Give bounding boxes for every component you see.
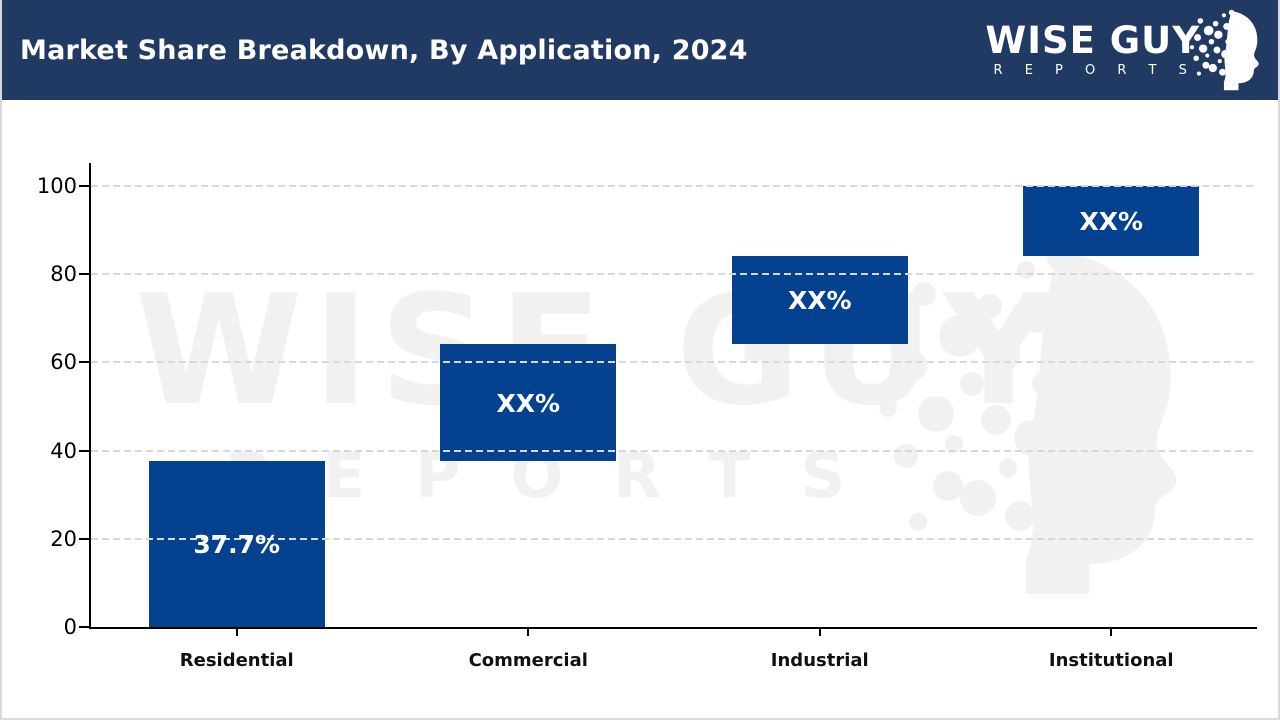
x-tick-mark [235,629,238,636]
gridline-40 [91,449,1257,452]
plot-area: 0 20 40 60 80 100 37.7% Residential XX% Commercia… [37,163,1257,671]
header-bar: Market Share Breakdown, By Application, … [0,0,1280,100]
y-tick-mark [79,361,89,364]
gridline-20 [91,537,1257,540]
gridline-100 [91,185,1257,187]
x-category-label: Residential [179,650,294,671]
bar-value-label: XX% [496,388,561,418]
chart-area: WISE GUY REPORTS 0 20 40 60 80 100 37.7% Reside… [0,100,1280,720]
y-tick-mark [79,185,89,187]
x-tick-mark [527,629,530,636]
gridline-80 [91,273,1257,276]
x-category-label: Industrial [770,650,869,671]
y-tick-label: 60 [50,350,77,375]
bar-value-label: XX% [787,286,852,316]
gridline-60 [91,361,1257,364]
y-tick-label: 100 [36,174,77,198]
brand-logo-text: WISE GUY R E P O R T S [985,22,1200,78]
bar-value-label: XX% [1079,207,1144,237]
y-tick-label: 20 [50,526,77,551]
brand-logo-line1: WISE GUY [985,19,1200,62]
brand-logo-line2: R E P O R T S [993,63,1196,78]
x-category-label: Commercial [468,650,588,671]
bar-institutional [1023,186,1200,257]
y-tick-label: 80 [50,262,77,287]
bar-value-label: 37.7% [193,529,281,559]
y-tick-label: 40 [50,438,77,463]
bar-residential [148,460,325,627]
y-tick-mark [79,537,89,540]
y-tick-label: 0 [63,615,77,639]
brand-logo: WISE GUY R E P O R T S [985,7,1280,93]
x-category-label: Institutional [1048,650,1174,671]
y-tick-mark [79,273,89,276]
page-title: Market Share Breakdown, By Application, … [20,34,748,66]
x-tick-mark [818,629,821,636]
x-tick-mark [1110,629,1113,636]
bar-commercial [440,344,617,461]
y-tick-mark [79,449,89,452]
y-tick-mark [79,626,89,628]
bar-industrial [731,256,908,345]
